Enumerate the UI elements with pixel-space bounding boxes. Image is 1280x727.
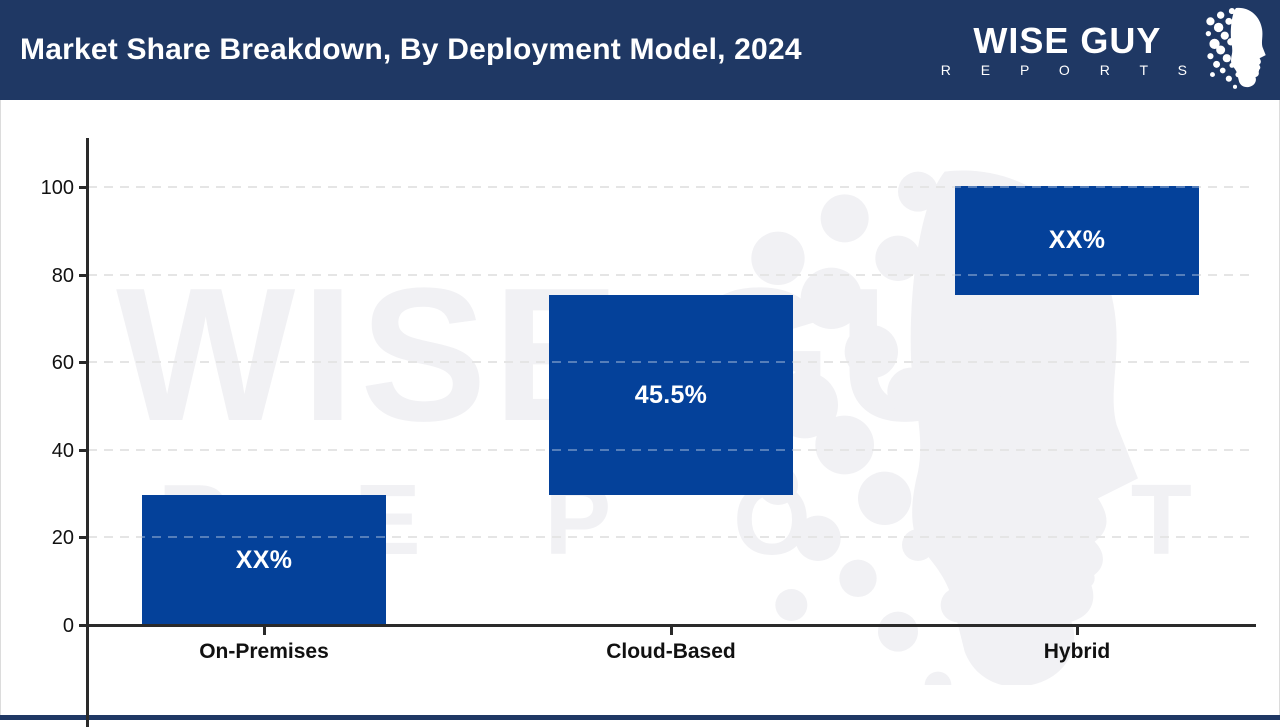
x-tick-label-on-premises: On-Premises	[199, 640, 329, 663]
gridline-80	[88, 274, 1254, 276]
gridline-overlay-100	[88, 186, 1254, 188]
y-tick-mark-100	[79, 186, 87, 189]
y-axis-spine	[86, 138, 89, 727]
y-tick-mark-80	[79, 274, 87, 277]
y-tick-label-0: 0	[62, 615, 74, 637]
gridline-overlay-60	[88, 361, 1254, 363]
gridline-100	[88, 186, 1254, 188]
logo-wordmark-main: WISE GUY	[973, 19, 1162, 61]
x-tick-label-hybrid: Hybrid	[1043, 640, 1111, 663]
bar-label-hybrid: XX%	[1048, 226, 1106, 254]
bar-on-premises: XX%	[142, 495, 386, 625]
logo-face-icon	[1205, 7, 1266, 89]
bar-label-on-premises: XX%	[235, 545, 293, 574]
x-tick-mark-hybrid	[1076, 627, 1079, 635]
y-tick-label-100: 100	[40, 177, 74, 199]
bar-label-cloud-based: 45.5%	[634, 380, 708, 409]
gridline-20	[88, 536, 1254, 538]
bar-cloud-based: 45.5%	[549, 295, 793, 495]
bottom-accent-bar	[0, 715, 1280, 720]
logo-wordmark-sub: R E P O R T S	[940, 61, 1200, 78]
bar-hybrid: XX%	[955, 186, 1199, 295]
y-tick-mark-20	[79, 536, 87, 539]
x-tick-mark-on-premises	[263, 627, 266, 635]
y-tick-label-40: 40	[51, 440, 74, 462]
y-tick-label-20: 20	[51, 527, 74, 549]
x-tick-mark-cloud-based	[670, 627, 673, 635]
chart-area: WISE GUY R E P O R T S XX% 45.5% XX% 100…	[0, 100, 1280, 727]
y-tick-mark-40	[79, 449, 87, 452]
gridline-overlay-80	[88, 274, 1254, 276]
y-tick-label-80: 80	[51, 265, 74, 287]
x-axis-spine	[86, 624, 1256, 627]
gridline-overlay-40	[88, 449, 1254, 451]
gridline-overlay-20	[88, 536, 1254, 538]
y-tick-mark-60	[79, 361, 87, 364]
x-tick-label-cloud-based: Cloud-Based	[606, 640, 736, 663]
y-tick-label-60: 60	[51, 352, 74, 374]
wiseguy-logo: WISE GUY R E P O R T S	[935, 7, 1266, 93]
chart-title: Market Share Breakdown, By Deployment Mo…	[20, 33, 802, 66]
y-tick-mark-0	[79, 624, 87, 627]
logo-wordmark: WISE GUY R E P O R T S	[935, 19, 1200, 78]
header-banner: Market Share Breakdown, By Deployment Mo…	[0, 0, 1280, 100]
